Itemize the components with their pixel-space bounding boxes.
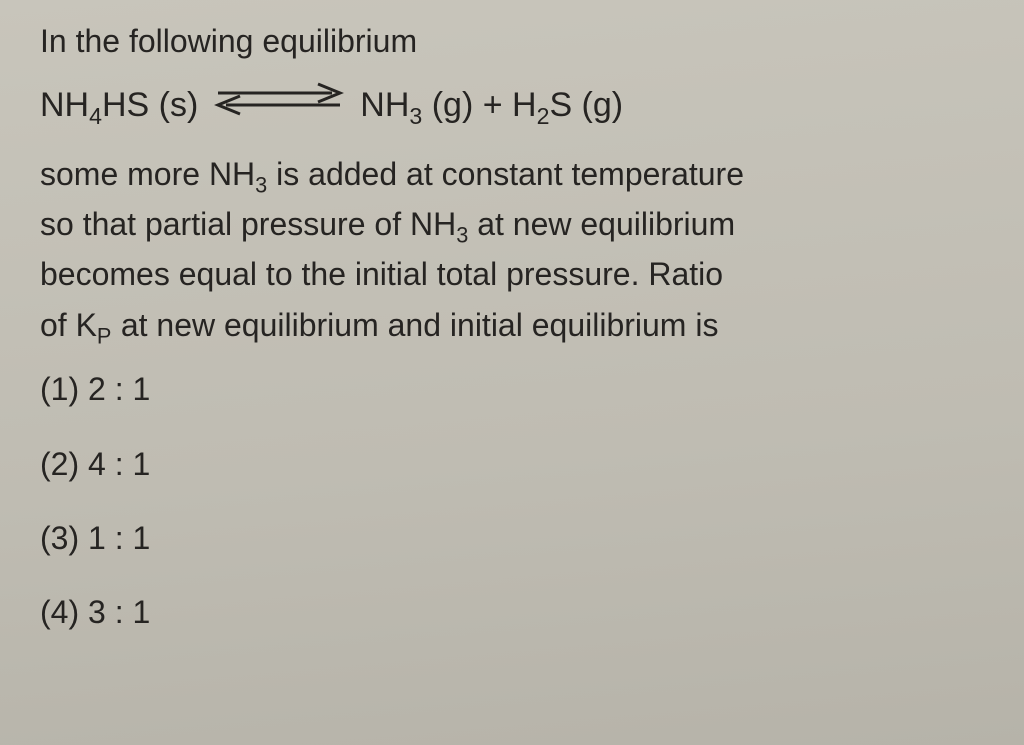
options-list: (1) 2 : 1 (2) 4 : 1 (3) 1 : 1 (4) 3 : 1 xyxy=(40,366,984,636)
stem-line-1: In the following equilibrium xyxy=(40,18,984,64)
equation-rhs: NH3 (g) + H2S (g) xyxy=(360,81,623,130)
option-3[interactable]: (3) 1 : 1 xyxy=(40,515,984,561)
body-l2b: at new equilibrium xyxy=(468,206,735,242)
option-value: 4 : 1 xyxy=(88,446,150,482)
body-line-3: becomes equal to the initial total press… xyxy=(40,251,984,297)
option-label: (4) xyxy=(40,594,79,630)
equilibrium-arrow-icon xyxy=(214,78,344,132)
rhs-sub2: 2 xyxy=(537,103,550,129)
body-line-4: of KP at new equilibrium and initial equ… xyxy=(40,302,984,348)
equation: NH4HS (s) NH3 (g) + H2S (g) xyxy=(40,78,984,132)
body-l4b: at new equilibrium and initial equilibri… xyxy=(112,307,719,343)
body-l4a: of K xyxy=(40,307,97,343)
body-l2a-sub: 3 xyxy=(456,222,468,247)
body-l2a: so that partial pressure of NH xyxy=(40,206,456,242)
equation-lhs: NH4HS (s) xyxy=(40,81,198,130)
rhs-state1: (g) + H xyxy=(422,86,536,124)
body-line-1: some more NH3 is added at constant tempe… xyxy=(40,151,984,197)
option-label: (1) xyxy=(40,371,79,407)
lhs-species: NH xyxy=(40,86,89,124)
option-label: (3) xyxy=(40,520,79,556)
rhs-sub1: 3 xyxy=(409,103,422,129)
lhs-species2: HS (s) xyxy=(102,86,198,124)
body-l1a: some more NH xyxy=(40,156,255,192)
option-label: (2) xyxy=(40,446,79,482)
body-line-2: so that partial pressure of NH3 at new e… xyxy=(40,201,984,247)
option-4[interactable]: (4) 3 : 1 xyxy=(40,589,984,635)
question-body: some more NH3 is added at constant tempe… xyxy=(40,151,984,349)
body-l1b: is added at constant temperature xyxy=(267,156,744,192)
body-l1a-sub: 3 xyxy=(255,172,267,197)
option-1[interactable]: (1) 2 : 1 xyxy=(40,366,984,412)
lhs-sub1: 4 xyxy=(89,103,102,129)
option-value: 3 : 1 xyxy=(88,594,150,630)
question-page: In the following equilibrium NH4HS (s) N… xyxy=(0,0,1024,745)
body-l4a-sub: P xyxy=(97,323,112,348)
option-value: 1 : 1 xyxy=(88,520,150,556)
rhs-species1: NH xyxy=(360,86,409,124)
option-2[interactable]: (2) 4 : 1 xyxy=(40,441,984,487)
option-value: 2 : 1 xyxy=(88,371,150,407)
rhs-species2: S (g) xyxy=(549,86,623,124)
